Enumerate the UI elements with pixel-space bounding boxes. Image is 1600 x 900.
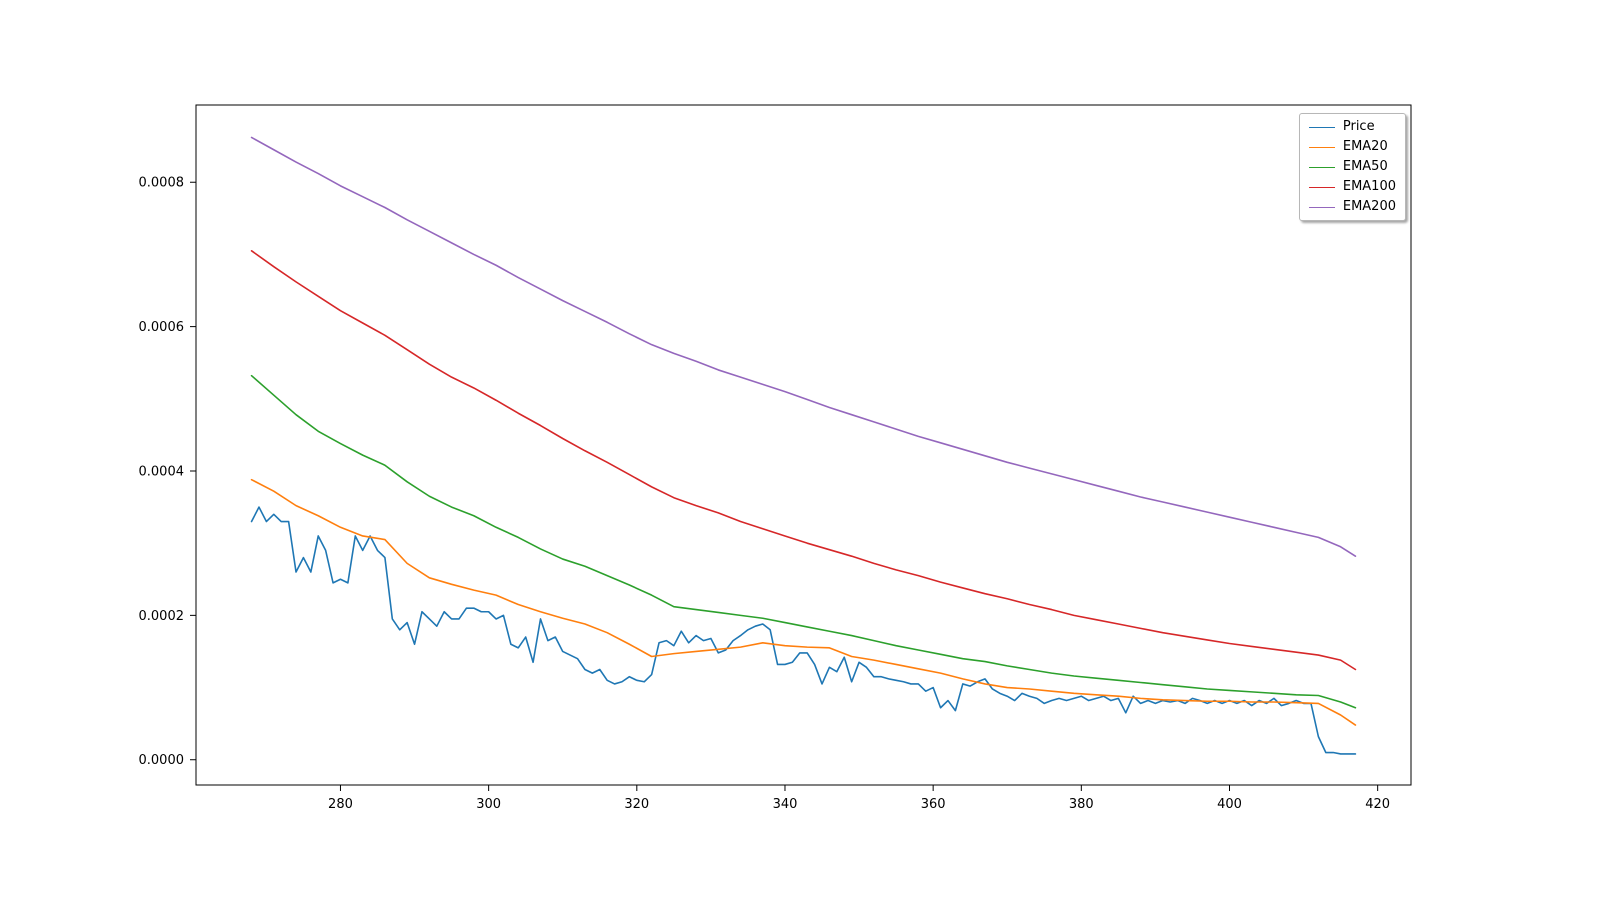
legend-label: EMA50 xyxy=(1342,159,1388,174)
x-tick-label: 360 xyxy=(921,797,946,812)
legend: Price EMA20 EMA50 EMA100 EMA200 xyxy=(1298,113,1406,221)
legend-line-sample xyxy=(1308,206,1335,208)
legend-label: Price xyxy=(1342,119,1375,134)
x-tick-label: 380 xyxy=(1069,797,1094,812)
x-tick-label: 300 xyxy=(476,797,501,812)
axes-frame xyxy=(195,104,1412,786)
legend-label: EMA100 xyxy=(1342,179,1396,194)
x-tick-label: 280 xyxy=(328,797,353,812)
legend-label: EMA20 xyxy=(1342,139,1388,154)
series-line-ema100 xyxy=(250,250,1357,671)
legend-entry-ema50: EMA50 xyxy=(1308,159,1396,175)
x-tick-label: 340 xyxy=(773,797,798,812)
y-tick-label: 0.0006 xyxy=(139,320,185,335)
legend-line-sample xyxy=(1308,166,1335,168)
series-line-ema20 xyxy=(250,478,1357,726)
series-line-price xyxy=(250,506,1357,755)
legend-entry-price: Price xyxy=(1308,119,1396,135)
series-line-ema50 xyxy=(250,374,1357,709)
legend-entry-ema200: EMA200 xyxy=(1308,199,1396,215)
y-tick-label: 0.0008 xyxy=(139,176,185,191)
x-tick-label: 420 xyxy=(1365,797,1390,812)
legend-entry-ema20: EMA20 xyxy=(1308,139,1396,155)
series-line-ema200 xyxy=(250,136,1357,557)
legend-line-sample xyxy=(1308,126,1335,128)
x-tick-label: 320 xyxy=(624,797,649,812)
legend-label: EMA200 xyxy=(1342,199,1396,214)
legend-line-sample xyxy=(1308,186,1335,188)
x-tick-label: 400 xyxy=(1217,797,1242,812)
y-tick-label: 0.0002 xyxy=(139,609,185,624)
y-tick-label: 0.0000 xyxy=(139,753,185,768)
legend-line-sample xyxy=(1308,146,1335,148)
y-tick-label: 0.0004 xyxy=(139,464,185,479)
legend-entry-ema100: EMA100 xyxy=(1308,179,1396,195)
